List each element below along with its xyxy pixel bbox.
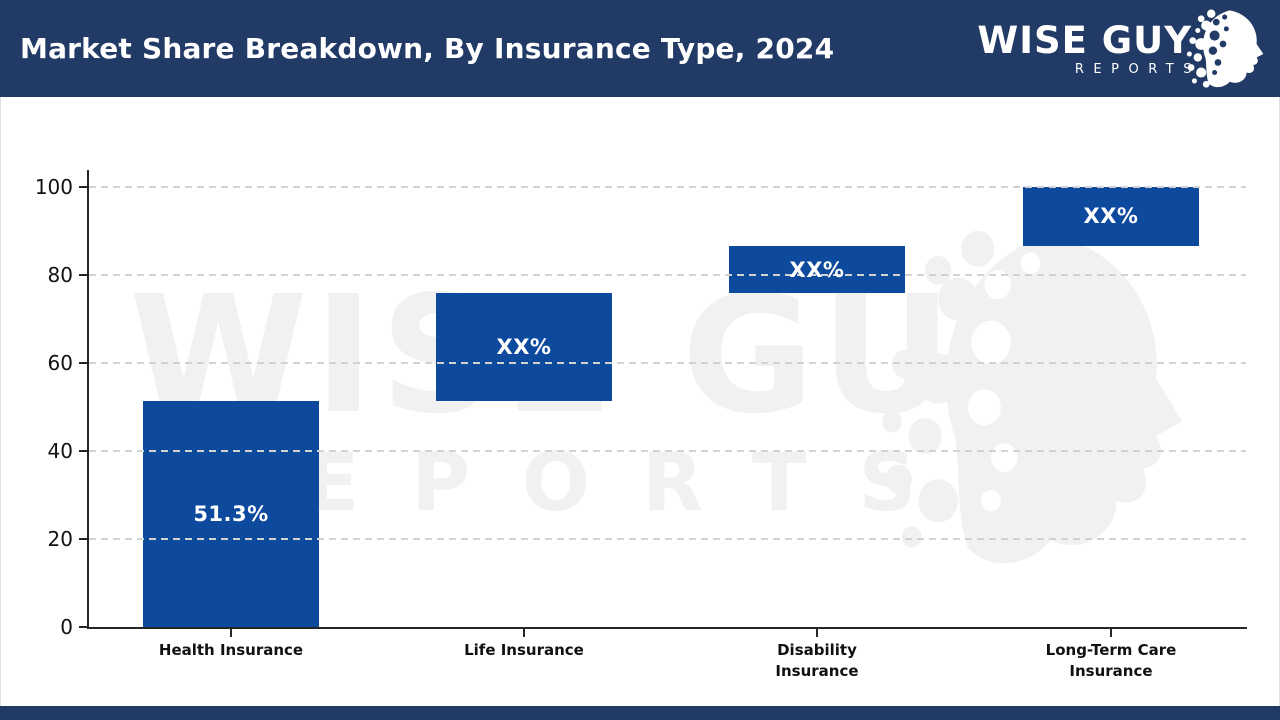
y-tick-mark <box>79 186 87 188</box>
bar-life-insurance <box>436 293 612 402</box>
watermark-head-icon <box>882 230 1183 564</box>
bar-disability-insurance <box>729 245 905 294</box>
gridline <box>89 274 1246 276</box>
x-axis-category-label: Health Insurance <box>158 641 304 659</box>
plot: WISE GUY REPORTS 51.3% XX% XX% XX% 0 20 40 60 80… <box>1 97 1279 706</box>
gridline <box>89 186 1246 188</box>
y-tick-mark <box>79 538 87 540</box>
y-tick-label: 20 <box>47 527 73 551</box>
bar-value-label: XX% <box>789 257 845 282</box>
chart-area: WISE GUY REPORTS 51.3% XX% XX% XX% 0 20 40 60 80… <box>0 97 1280 706</box>
gridline <box>89 538 1246 540</box>
y-axis-spine <box>87 170 89 629</box>
gridline <box>89 362 1246 364</box>
x-tick-mark <box>816 629 818 637</box>
x-axis-spine <box>87 627 1247 629</box>
wise-guy-reports-logo: WISE GUY REPORTS <box>977 6 1266 92</box>
logo-text: WISE GUY REPORTS <box>977 22 1192 77</box>
y-tick-label: 40 <box>47 439 73 463</box>
bar-value-label: 51.3% <box>193 502 269 527</box>
x-axis-category-label: Disability Insurance <box>775 641 859 680</box>
logo-head-icon <box>1186 9 1264 88</box>
gridline <box>89 450 1246 452</box>
y-tick-label: 80 <box>47 263 73 287</box>
x-tick-mark <box>230 629 232 637</box>
bar-long-term-care-insurance <box>1023 187 1199 246</box>
y-tick-mark <box>79 362 87 364</box>
page-title: Market Share Breakdown, By Insurance Typ… <box>20 32 835 65</box>
logo-subtitle: REPORTS <box>1074 61 1201 77</box>
bar-value-label: XX% <box>496 335 552 360</box>
y-tick-label: 100 <box>34 175 73 199</box>
footer-bar <box>0 706 1280 720</box>
header-bar: Market Share Breakdown, By Insurance Typ… <box>0 0 1280 97</box>
y-tick-mark <box>79 626 87 628</box>
y-tick-label: 60 <box>47 351 73 375</box>
y-tick-mark <box>79 274 87 276</box>
bar-value-label: XX% <box>1083 204 1139 229</box>
x-axis-category-label: Long-Term Care Insurance <box>1045 641 1177 680</box>
x-tick-mark <box>1110 629 1112 637</box>
bar-health-insurance <box>143 401 319 627</box>
logo-wordmark: WISE GUY <box>977 18 1192 62</box>
x-tick-mark <box>523 629 525 637</box>
x-axis-category-label: Life Insurance <box>464 641 584 659</box>
y-tick-mark <box>79 450 87 452</box>
y-tick-label: 0 <box>60 615 73 639</box>
